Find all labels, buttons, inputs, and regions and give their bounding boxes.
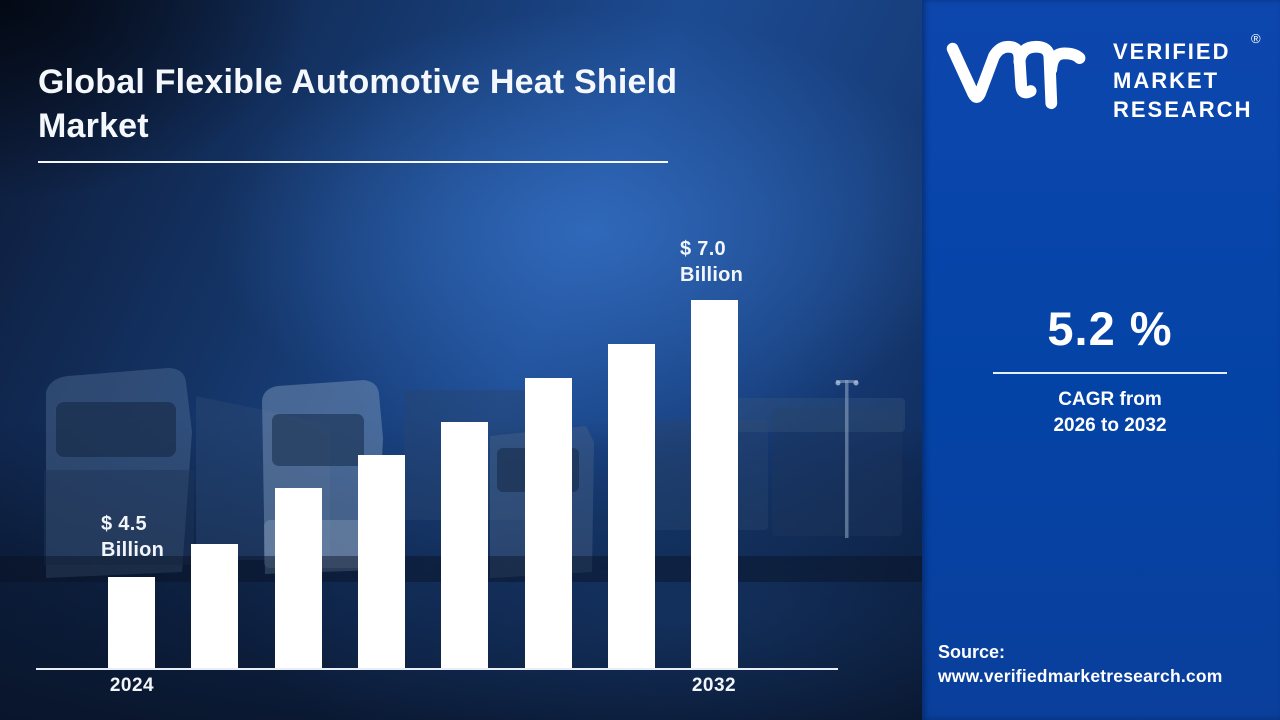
chart-bar-y6	[607, 344, 655, 668]
title-underline	[38, 161, 668, 163]
chart-bar-y3	[357, 455, 405, 668]
registered-trademark-icon: ®	[1251, 31, 1261, 46]
x-axis-label-2032: 2032	[691, 675, 737, 696]
chart-pane: Global Flexible Automotive Heat Shield M…	[0, 0, 922, 720]
x-axis-label-2024: 2024	[109, 675, 155, 696]
page-title: Global Flexible Automotive Heat Shield M…	[38, 60, 677, 148]
cagr-caption-line2: 2026 to 2032	[1053, 415, 1167, 436]
brand-name: VERIFIED MARKET RESEARCH	[1113, 37, 1252, 124]
kpi-divider	[993, 372, 1227, 374]
source-url[interactable]: www.verifiedmarketresearch.com	[938, 666, 1223, 686]
source-label: Source:	[938, 642, 1006, 662]
cagr-caption: CAGR from 2026 to 2032	[940, 387, 1280, 439]
page-title-line2: Market	[38, 107, 149, 145]
chart-bar-2032	[691, 300, 739, 668]
first-bar-value-label: $ 4.5 Billion	[101, 511, 164, 563]
chart-bar-y5	[524, 378, 572, 668]
x-axis-line	[36, 668, 838, 670]
cagr-caption-line1: CAGR from	[1058, 389, 1162, 410]
cagr-value: 5.2 %	[1047, 302, 1173, 355]
bar-chart: $ 4.5 Billion $ 7.0 Billion 2024 2032	[36, 236, 838, 696]
vmr-logo-icon	[946, 40, 1086, 110]
brand-panel: VERIFIED MARKET RESEARCH ® 5.2 % CAGR fr…	[922, 0, 1280, 720]
page-title-line1: Global Flexible Automotive Heat Shield	[38, 63, 678, 101]
chart-bar-y4	[441, 422, 489, 668]
first-bar-value-amount: $ 4.5	[101, 513, 147, 535]
chart-bar-y1	[191, 544, 239, 668]
last-bar-value-amount: $ 7.0	[680, 238, 726, 260]
brand-name-line3: RESEARCH	[1113, 97, 1253, 122]
chart-bar-y2	[274, 488, 322, 668]
last-bar-value-label: $ 7.0 Billion	[680, 236, 743, 288]
first-bar-value-unit: Billion	[101, 539, 165, 561]
cagr-kpi: 5.2 % CAGR from 2026 to 2032	[940, 301, 1280, 439]
last-bar-value-unit: Billion	[680, 264, 744, 286]
brand-name-line2: MARKET	[1113, 68, 1220, 93]
brand-name-line1: VERIFIED	[1113, 39, 1231, 64]
chart-bar-2024	[108, 577, 155, 668]
source-attribution: Source: www.verifiedmarketresearch.com	[938, 640, 1273, 688]
